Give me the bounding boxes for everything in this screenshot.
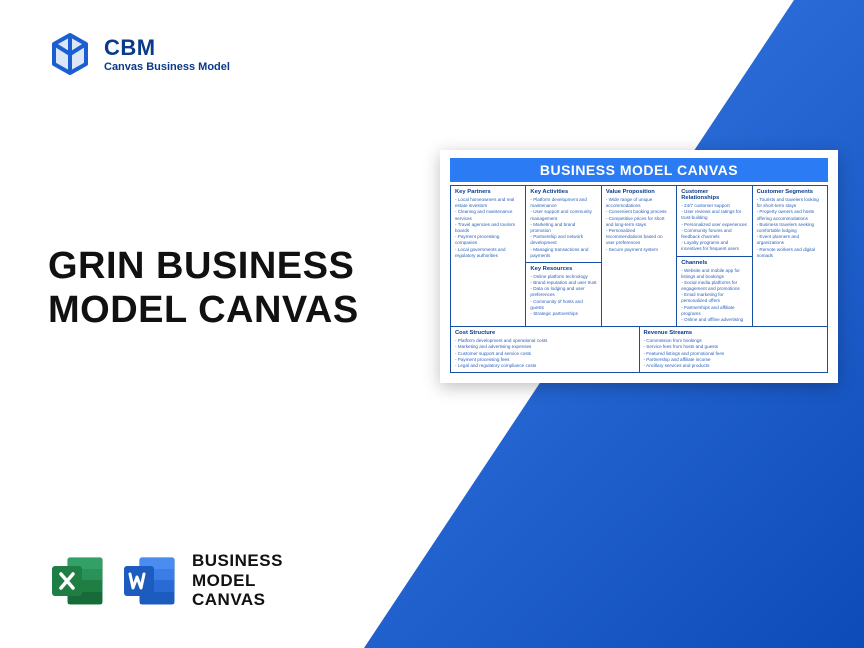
cell-body: - 24/7 customer support- User reviews an… xyxy=(681,203,747,253)
cell-header: Key Activities xyxy=(530,189,596,195)
cell-header: Key Resources xyxy=(530,266,596,272)
brand-logo-area: CBM Canvas Business Model xyxy=(48,32,230,76)
cell-header: Revenue Streams xyxy=(644,330,824,336)
canvas-bottom-cell: Cost Structure - Platform development and… xyxy=(451,327,640,372)
cell-header: Customer Relationships xyxy=(681,189,747,201)
bmc-label-line1: BUSINESS xyxy=(192,551,283,571)
canvas-cell: Channels - Website and mobile app for lis… xyxy=(677,257,751,327)
bmc-label-line2: MODEL xyxy=(192,571,283,591)
canvas-title: BUSINESS MODEL CANVAS xyxy=(450,158,828,182)
bmc-label: BUSINESS MODEL CANVAS xyxy=(192,551,283,610)
canvas-column: Key Activities - Platform development and… xyxy=(526,186,601,326)
bmc-label-line3: CANVAS xyxy=(192,590,283,610)
cell-body: - Commission from bookings- Service fees… xyxy=(644,338,824,369)
cell-body: - Tourists and travelers looking for sho… xyxy=(757,197,823,259)
cell-header: Customer Segments xyxy=(757,189,823,195)
word-icon xyxy=(120,552,178,610)
cell-body: - Website and mobile app for listings an… xyxy=(681,268,747,324)
canvas-column: Customer Relationships - 24/7 customer su… xyxy=(677,186,752,326)
excel-icon xyxy=(48,552,106,610)
cell-body: - Platform development and operational c… xyxy=(455,338,635,369)
cell-body: - Local homeowners and real estate inves… xyxy=(455,197,521,259)
headline-line2: MODEL CANVAS xyxy=(48,289,359,333)
brand-subtitle: Canvas Business Model xyxy=(104,61,230,73)
canvas-column: Key Partners - Local homeowners and real … xyxy=(451,186,526,326)
cell-header: Key Partners xyxy=(455,189,521,195)
brand-logo-icon xyxy=(48,32,92,76)
cell-body: - Online platform technology- Brand repu… xyxy=(530,274,596,317)
cell-header: Cost Structure xyxy=(455,330,635,336)
canvas-cell: Key Resources - Online platform technolog… xyxy=(526,263,600,326)
cell-body: - Wide range of unique accommodations- C… xyxy=(606,197,672,253)
canvas-preview-card: BUSINESS MODEL CANVAS Key Partners - Loca… xyxy=(440,150,838,383)
format-icons-row: BUSINESS MODEL CANVAS xyxy=(48,551,283,610)
brand-title: CBM xyxy=(104,35,230,61)
canvas-grid: Key Partners - Local homeowners and real … xyxy=(450,185,828,373)
cell-body: - Platform development and maintenance- … xyxy=(530,197,596,259)
cell-header: Channels xyxy=(681,260,747,266)
canvas-column: Customer Segments - Tourists and traveler… xyxy=(753,186,827,326)
canvas-cell: Customer Segments - Tourists and traveler… xyxy=(753,186,827,262)
canvas-column: Value Proposition - Wide range of unique … xyxy=(602,186,677,326)
canvas-cell: Value Proposition - Wide range of unique … xyxy=(602,186,676,256)
canvas-cell: Key Partners - Local homeowners and real … xyxy=(451,186,525,262)
canvas-cell: Key Activities - Platform development and… xyxy=(526,186,600,263)
canvas-cell: Customer Relationships - 24/7 customer su… xyxy=(677,186,751,257)
cell-header: Value Proposition xyxy=(606,189,672,195)
canvas-bottom-cell: Revenue Streams - Commission from booking… xyxy=(640,327,828,372)
page-headline: GRIN BUSINESS MODEL CANVAS xyxy=(48,245,359,332)
headline-line1: GRIN BUSINESS xyxy=(48,245,359,289)
